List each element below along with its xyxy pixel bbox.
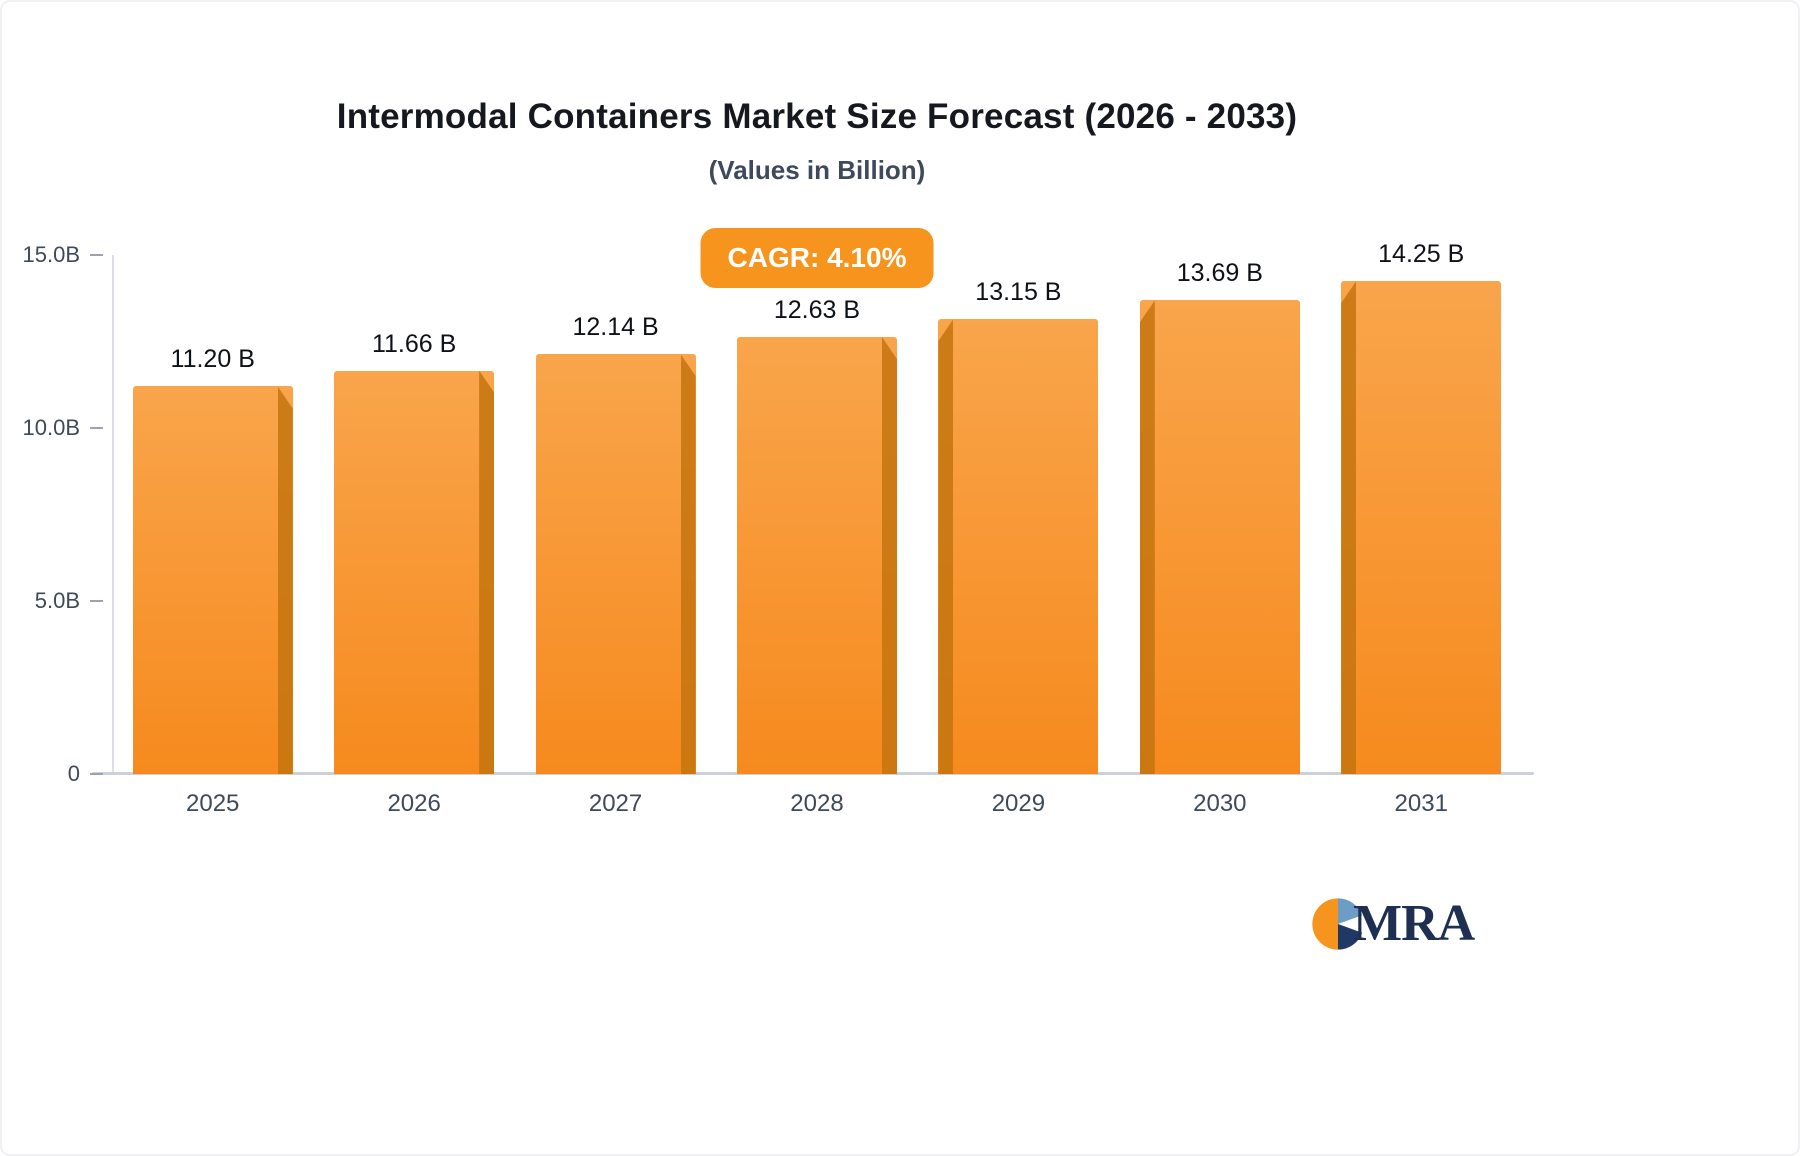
bar-3d-edge <box>680 353 696 774</box>
bar-slot-2030: 13.69 B <box>1119 255 1320 774</box>
x-axis-label-2027: 2027 <box>588 790 643 817</box>
y-axis-tick-label: 0 <box>67 761 80 786</box>
bar-3d-edge <box>479 370 495 774</box>
chart-subtitle: (Values in Billion) <box>708 155 926 185</box>
y-axis-tick-label: 5.0B <box>34 588 80 613</box>
cagr-badge: CAGR: 4.10% <box>700 228 934 288</box>
chart-title: Intermodal Containers Market Size Foreca… <box>336 97 1298 136</box>
bar-slot-2028: 12.63 B <box>716 255 917 774</box>
bar-value-label: 14.25 B <box>1378 239 1465 268</box>
y-axis-tick-label: 10.0B <box>22 415 81 440</box>
y-axis-line <box>112 255 114 774</box>
y-axis-tick-mark <box>90 254 103 256</box>
bar-2030: 13.69 B <box>1139 259 1300 774</box>
bar-value-label: 11.66 B <box>371 329 457 358</box>
bar-2028: 12.63 B <box>736 296 897 774</box>
x-axis-label-2030: 2030 <box>1193 790 1247 817</box>
bar-value-label: 11.20 B <box>170 345 255 374</box>
y-axis-tick-mark <box>90 427 103 429</box>
mra-logo-icon <box>1312 898 1363 950</box>
bar-2026: 11.66 B <box>334 330 495 774</box>
bar-value-label: 12.14 B <box>572 312 659 341</box>
bar-3d-edge <box>881 337 897 774</box>
bars-container: 11.20 B 11.66 B 12.14 B 12.63 B 13.15 B 13.69… <box>112 240 1522 774</box>
bar-2031: 14.25 B <box>1341 240 1502 774</box>
bar-slot-2029: 13.15 B <box>918 255 1119 774</box>
bar-2025: 11.20 B <box>132 345 293 774</box>
bar-value-label: 12.63 B <box>773 296 861 325</box>
y-axis-tick-mark <box>90 600 103 602</box>
bar-slot-2031: 14.25 B <box>1321 240 1522 774</box>
x-axis-label-2028: 2028 <box>790 790 844 817</box>
mra-logo-text: MRA <box>1353 895 1475 952</box>
x-axis-label-2031: 2031 <box>1394 790 1448 817</box>
x-axis-label-2029: 2029 <box>991 790 1046 817</box>
mra-logo: MRA <box>1310 895 1475 952</box>
bar-slot-2027: 12.14 B <box>515 255 716 774</box>
bar-value-label: 13.15 B <box>975 278 1062 307</box>
bar-2029: 13.15 B <box>938 278 1099 774</box>
bar-3d-edge <box>1139 300 1155 774</box>
bar-3d-edge <box>938 319 954 774</box>
bar-3d-edge <box>1341 280 1357 774</box>
bar-3d-edge <box>277 386 293 774</box>
bar-slot-2025: 11.20 B <box>112 255 313 774</box>
bar-slot-2026: 11.66 B <box>313 255 514 774</box>
x-axis-label-2026: 2026 <box>387 790 441 817</box>
x-axis-label-2025: 2025 <box>186 790 240 817</box>
bar-value-label: 13.69 B <box>1176 259 1263 288</box>
x-axis-labels: 2025 2026 2027 2028 2029 2030 2031 <box>112 790 1522 818</box>
bar-2027: 12.14 B <box>535 313 696 774</box>
y-axis-tick-label: 15.0B <box>22 242 81 267</box>
chart-header: Intermodal Containers Market Size Foreca… <box>2 97 1632 186</box>
y-axis-tick-mark <box>90 773 103 775</box>
